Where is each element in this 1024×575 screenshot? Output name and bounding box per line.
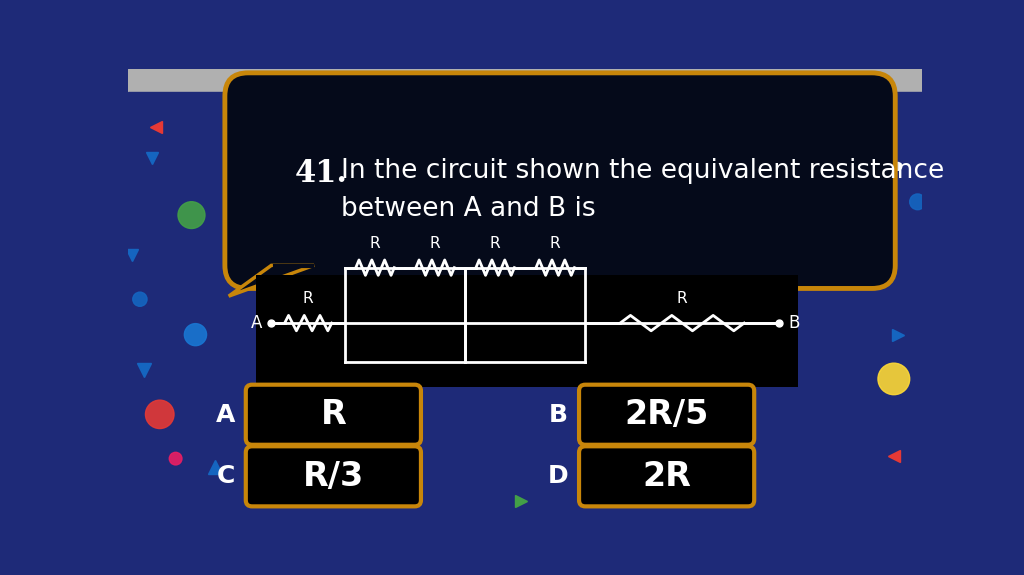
Text: R: R [370,236,380,251]
FancyBboxPatch shape [225,73,895,289]
Circle shape [878,363,909,394]
Text: B: B [549,402,568,427]
Text: In the circuit shown the equivalent resistance: In the circuit shown the equivalent resi… [341,158,944,183]
FancyBboxPatch shape [579,446,755,507]
Text: R/3: R/3 [303,460,364,493]
FancyBboxPatch shape [579,385,755,444]
Text: 41.: 41. [295,158,347,189]
Text: 2R/5: 2R/5 [625,398,709,431]
Circle shape [169,453,182,465]
Circle shape [133,292,147,306]
Polygon shape [228,265,314,296]
Circle shape [145,400,174,428]
Text: between A and B is: between A and B is [341,196,596,222]
Text: 2R: 2R [642,460,691,493]
Text: A: A [216,402,234,427]
Circle shape [184,324,207,346]
FancyBboxPatch shape [246,385,421,444]
Text: B: B [788,314,800,332]
Text: R: R [489,236,501,251]
Circle shape [894,163,902,170]
Bar [256,275,799,387]
Circle shape [178,202,205,228]
Text: R: R [321,398,346,431]
Text: D: D [548,465,568,488]
Text: A: A [251,314,262,332]
Text: R: R [430,236,440,251]
Circle shape [909,194,926,210]
Text: R: R [677,291,687,306]
Text: R: R [550,236,560,251]
Bar [128,69,922,92]
FancyBboxPatch shape [246,446,421,507]
Text: R: R [303,291,313,306]
Text: C: C [216,465,234,488]
